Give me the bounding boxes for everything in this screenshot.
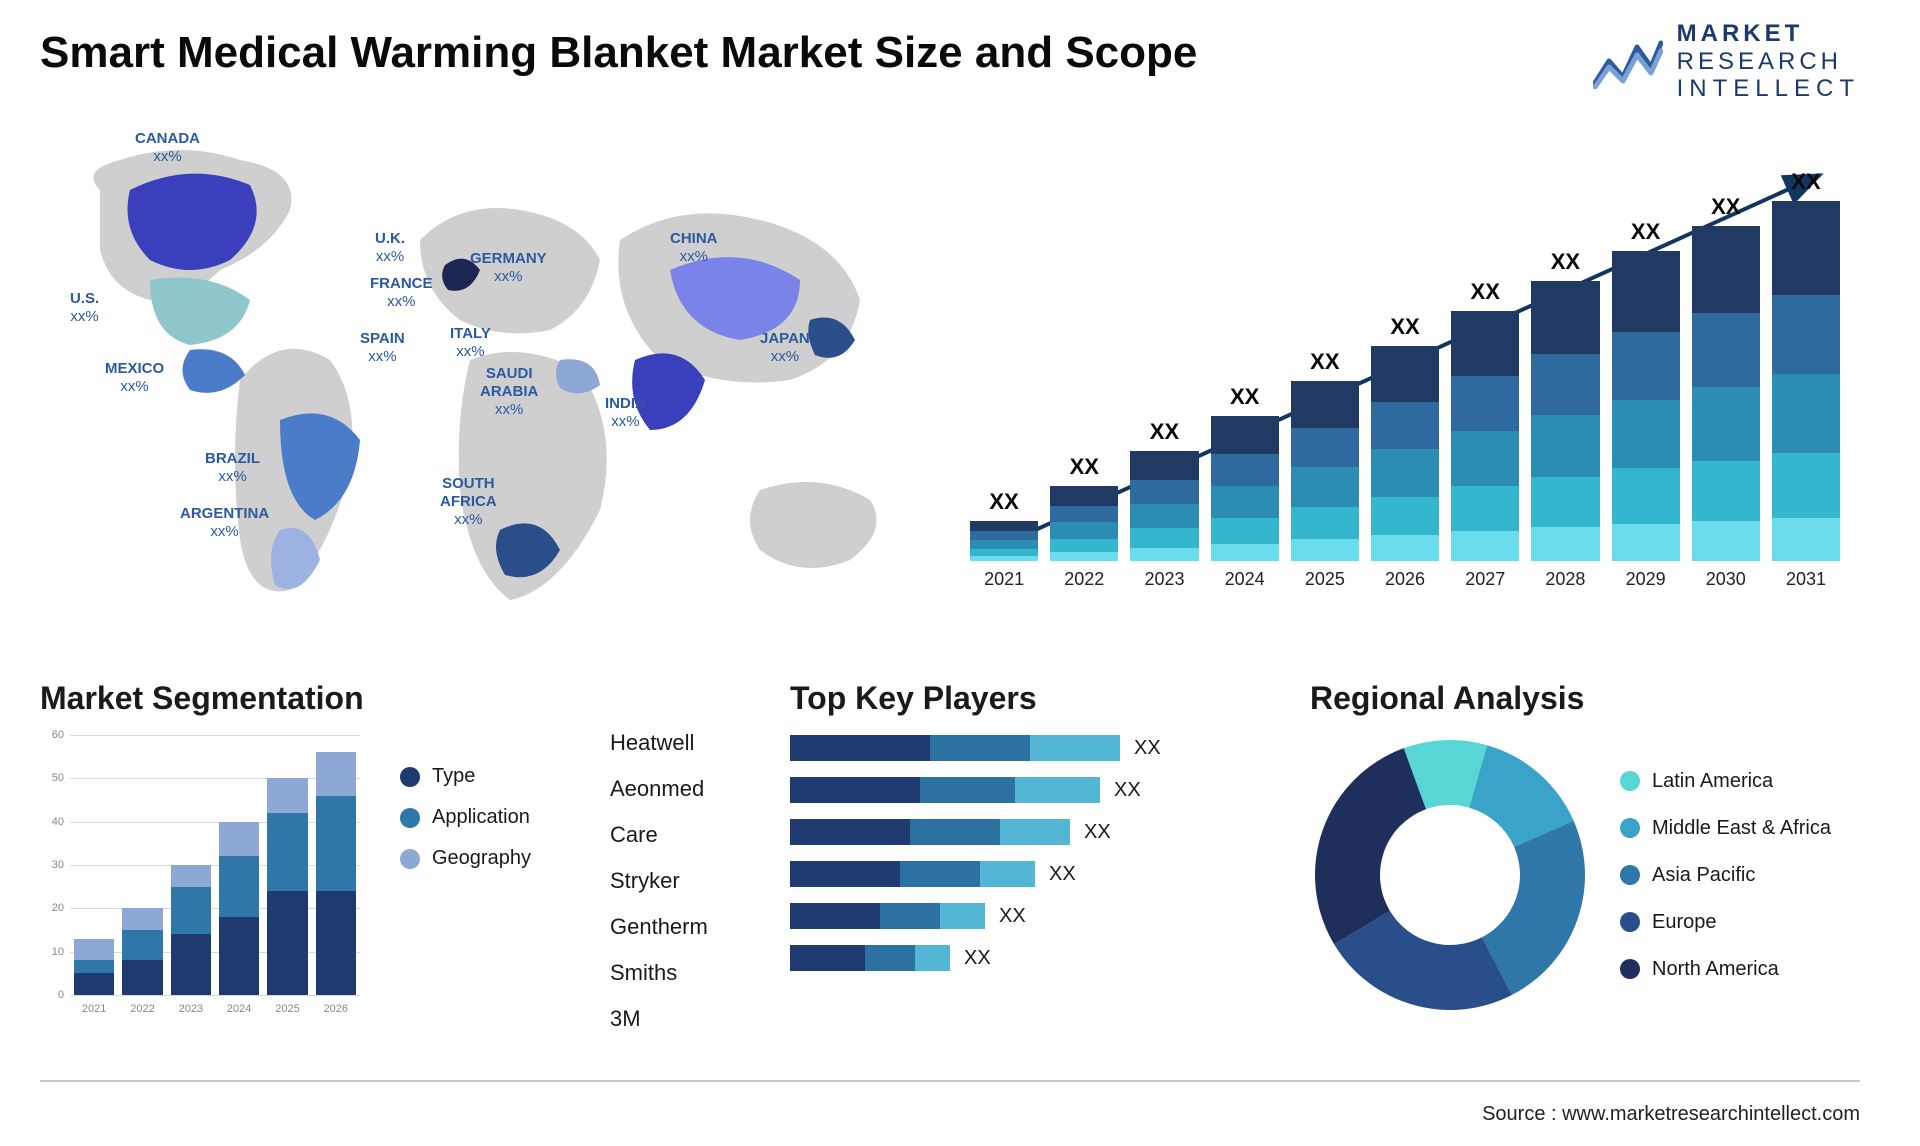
- growth-bar-year: 2028: [1545, 569, 1585, 590]
- key-players-list: Heatwell Aeonmed Care Stryker Gentherm Smiths…: [610, 730, 760, 1032]
- growth-bar-value: XX: [1711, 194, 1740, 220]
- segmentation-bar: [267, 778, 307, 995]
- growth-bar: XX 2024: [1211, 384, 1279, 590]
- player-bar-row: XX: [790, 777, 1280, 803]
- growth-bar-value: XX: [1631, 219, 1660, 245]
- legend-item: Latin America: [1620, 770, 1831, 793]
- growth-bar-year: 2024: [1225, 569, 1265, 590]
- map-label: MEXICOxx%: [105, 360, 164, 396]
- player-bar-row: XX: [790, 819, 1280, 845]
- player-bar-row: XX: [790, 861, 1280, 887]
- player-bar-row: XX: [790, 735, 1280, 761]
- legend-item: Application: [400, 806, 531, 829]
- map-label: CHINAxx%: [670, 230, 718, 266]
- map-label: GERMANYxx%: [470, 250, 547, 286]
- legend-item: Middle East & Africa: [1620, 817, 1831, 840]
- growth-bar: XX 2023: [1130, 419, 1198, 590]
- key-player-name: Aeonmed: [610, 776, 760, 802]
- regional-analysis-panel: Regional Analysis Latin America Middle Ea…: [1310, 680, 1880, 1015]
- map-label: CANADAxx%: [135, 130, 200, 166]
- growth-bar-value: XX: [1390, 314, 1419, 340]
- map-label: FRANCExx%: [370, 275, 433, 311]
- regional-title: Regional Analysis: [1310, 680, 1880, 717]
- divider: [40, 1080, 1860, 1082]
- segmentation-bar: [316, 752, 356, 995]
- growth-bar-year: 2023: [1144, 569, 1184, 590]
- growth-bar: XX 2031: [1772, 169, 1840, 590]
- segmentation-bar: [219, 822, 259, 995]
- map-label: JAPANxx%: [760, 330, 810, 366]
- key-player-name: 3M: [610, 1006, 760, 1032]
- segmentation-bar: [122, 908, 162, 995]
- growth-bar-year: 2026: [1385, 569, 1425, 590]
- logo-icon: [1593, 33, 1663, 89]
- map-label: SAUDIARABIAxx%: [480, 365, 538, 419]
- map-label: ARGENTINAxx%: [180, 505, 269, 541]
- map-label: ITALYxx%: [450, 325, 491, 361]
- growth-bar-year: 2025: [1305, 569, 1345, 590]
- map-label: BRAZILxx%: [205, 450, 260, 486]
- growth-bar-value: XX: [1471, 279, 1500, 305]
- key-player-name: Care: [610, 822, 760, 848]
- world-map: CANADAxx% U.S.xx% MEXICOxx% BRAZILxx% ARGENT…: [40, 130, 940, 650]
- growth-bar: XX 2029: [1612, 219, 1680, 590]
- growth-bar-value: XX: [989, 489, 1018, 515]
- key-player-name: Stryker: [610, 868, 760, 894]
- map-label: SPAINxx%: [360, 330, 405, 366]
- growth-bar-value: XX: [1551, 249, 1580, 275]
- page-title: Smart Medical Warming Blanket Market Siz…: [40, 28, 1197, 78]
- growth-bar: XX 2025: [1291, 349, 1359, 590]
- logo-line-1: MARKET: [1677, 20, 1860, 48]
- segmentation-bar: [74, 939, 114, 995]
- player-bar-row: XX: [790, 903, 1280, 929]
- logo-line-3: INTELLECT: [1677, 75, 1860, 103]
- growth-bar-year: 2031: [1786, 569, 1826, 590]
- top-key-players-panel: Top Key Players XX XX XX XX XX XX: [790, 680, 1280, 971]
- growth-bar-value: XX: [1310, 349, 1339, 375]
- map-label: U.S.xx%: [70, 290, 99, 326]
- key-player-name: Gentherm: [610, 914, 760, 940]
- brand-logo: MARKET RESEARCH INTELLECT: [1593, 20, 1860, 103]
- legend-item: Europe: [1620, 911, 1831, 934]
- growth-bar-value: XX: [1070, 454, 1099, 480]
- legend-item: North America: [1620, 958, 1831, 981]
- growth-bar-value: XX: [1230, 384, 1259, 410]
- regional-legend: Latin America Middle East & Africa Asia Pa…: [1620, 770, 1831, 981]
- logo-line-2: RESEARCH: [1677, 48, 1860, 76]
- segmentation-title: Market Segmentation: [40, 680, 720, 717]
- players-title: Top Key Players: [790, 680, 1280, 717]
- map-label: INDIAxx%: [605, 395, 646, 431]
- growth-bar: XX 2026: [1371, 314, 1439, 590]
- segmentation-chart: 0102030405060 202120222023202420252026: [40, 735, 360, 1025]
- map-label: SOUTHAFRICAxx%: [440, 475, 497, 529]
- players-chart: XX XX XX XX XX XX: [790, 735, 1280, 971]
- legend-item: Type: [400, 765, 531, 788]
- growth-bar: XX 2028: [1531, 249, 1599, 590]
- growth-bar-value: XX: [1150, 419, 1179, 445]
- legend-item: Geography: [400, 847, 531, 870]
- growth-bar: XX 2030: [1692, 194, 1760, 590]
- key-player-name: Heatwell: [610, 730, 760, 756]
- regional-donut: [1310, 735, 1590, 1015]
- segmentation-bar: [171, 865, 211, 995]
- growth-bar: XX 2027: [1451, 279, 1519, 590]
- key-player-name: Smiths: [610, 960, 760, 986]
- growth-bar-year: 2022: [1064, 569, 1104, 590]
- segmentation-legend: Type Application Geography: [400, 735, 531, 1025]
- map-label: U.K.xx%: [375, 230, 405, 266]
- growth-bar-value: XX: [1791, 169, 1820, 195]
- legend-item: Asia Pacific: [1620, 864, 1831, 887]
- growth-chart: XX 2021 XX 2022 XX 2023 XX 2024 XX 2025 XX 2026 XX 20…: [970, 150, 1840, 630]
- growth-bar-year: 2030: [1706, 569, 1746, 590]
- growth-bar-year: 2027: [1465, 569, 1505, 590]
- growth-bar: XX 2021: [970, 489, 1038, 590]
- source-label: Source : www.marketresearchintellect.com: [1482, 1103, 1860, 1126]
- growth-bar: XX 2022: [1050, 454, 1118, 590]
- player-bar-row: XX: [790, 945, 1280, 971]
- growth-bar-year: 2029: [1626, 569, 1666, 590]
- growth-bar-year: 2021: [984, 569, 1024, 590]
